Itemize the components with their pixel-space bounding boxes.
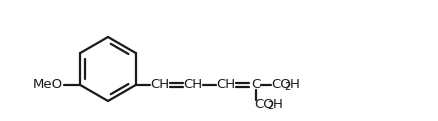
Text: CH: CH [150,79,169,91]
Text: H: H [272,98,282,111]
Text: CO: CO [254,98,274,111]
Text: CH: CH [215,79,235,91]
Text: C: C [251,79,260,91]
Text: 2: 2 [284,82,290,91]
Text: CH: CH [183,79,202,91]
Text: CO: CO [271,79,291,91]
Text: MeO: MeO [33,79,63,91]
Text: 2: 2 [267,102,273,111]
Text: H: H [289,79,299,91]
